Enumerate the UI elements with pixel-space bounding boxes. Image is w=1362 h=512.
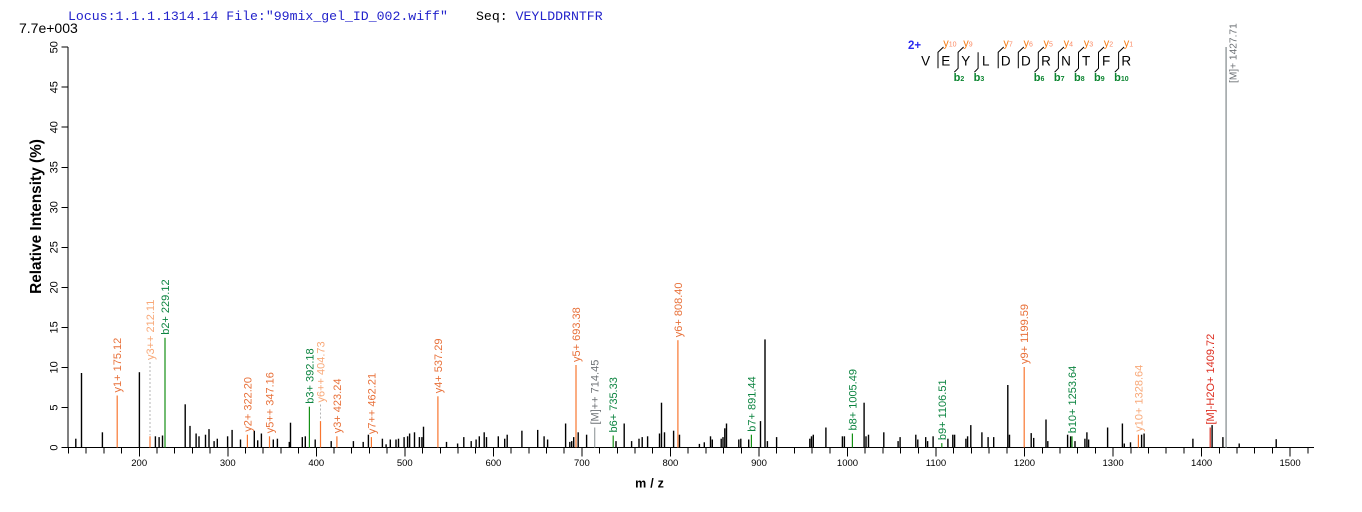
svg-text:y4+ 537.29: y4+ 537.29 bbox=[433, 339, 445, 394]
svg-text:y6+ 808.40: y6+ 808.40 bbox=[673, 282, 685, 337]
svg-text:[M]-H2O+ 1409.72: [M]-H2O+ 1409.72 bbox=[1205, 334, 1217, 425]
svg-text:b10+ 1253.64: b10+ 1253.64 bbox=[1067, 366, 1079, 434]
svg-text:20: 20 bbox=[48, 281, 60, 293]
svg-text:y7: y7 bbox=[1003, 38, 1013, 50]
svg-text:b9: b9 bbox=[1094, 72, 1105, 84]
svg-text:b3: b3 bbox=[974, 72, 985, 84]
svg-text:y2+ 322.20: y2+ 322.20 bbox=[242, 377, 254, 432]
svg-text:b6: b6 bbox=[1034, 72, 1045, 84]
svg-text:300: 300 bbox=[220, 458, 236, 469]
svg-text:1200: 1200 bbox=[1014, 458, 1035, 469]
svg-text:2+: 2+ bbox=[908, 40, 921, 52]
svg-text:500: 500 bbox=[397, 458, 413, 469]
svg-text:200: 200 bbox=[131, 458, 147, 469]
svg-text:V: V bbox=[921, 53, 930, 68]
svg-text:Locus:1.1.1.1314.14 File:"99mi: Locus:1.1.1.1314.14 File:"99mix_gel_ID_0… bbox=[68, 9, 448, 24]
svg-text:1000: 1000 bbox=[837, 458, 858, 469]
svg-text:y3+ 423.24: y3+ 423.24 bbox=[332, 379, 344, 434]
svg-text:b9+ 1106.51: b9+ 1106.51 bbox=[937, 379, 949, 440]
svg-text:35: 35 bbox=[48, 161, 60, 173]
svg-text:y3++ 212.11: y3++ 212.11 bbox=[145, 300, 157, 360]
svg-text:7.7e+003: 7.7e+003 bbox=[19, 20, 78, 36]
svg-text:700: 700 bbox=[574, 458, 590, 469]
svg-text:900: 900 bbox=[751, 458, 767, 469]
svg-text:50: 50 bbox=[48, 41, 60, 53]
svg-text:y5++ 347.16: y5++ 347.16 bbox=[265, 372, 277, 433]
svg-text:y5: y5 bbox=[1044, 38, 1054, 50]
svg-text:y6++ 404.73: y6++ 404.73 bbox=[316, 341, 328, 402]
svg-text:b8+ 1005.49: b8+ 1005.49 bbox=[847, 369, 859, 430]
svg-text:m/z: m/z bbox=[635, 477, 668, 491]
svg-text:45: 45 bbox=[48, 81, 60, 93]
svg-text:25: 25 bbox=[48, 241, 60, 253]
svg-text:D: D bbox=[1001, 53, 1011, 68]
svg-text:[M]++ 714.45: [M]++ 714.45 bbox=[590, 360, 602, 425]
svg-text:y3: y3 bbox=[1084, 38, 1094, 50]
svg-text:y7++ 462.21: y7++ 462.21 bbox=[366, 373, 378, 434]
svg-text:y1+ 175.12: y1+ 175.12 bbox=[112, 338, 124, 393]
svg-text:Y: Y bbox=[961, 53, 970, 68]
svg-text:1300: 1300 bbox=[1103, 458, 1124, 469]
svg-text:15: 15 bbox=[48, 321, 60, 333]
svg-text:b7: b7 bbox=[1054, 72, 1065, 84]
svg-text:R: R bbox=[1041, 53, 1051, 68]
svg-text:1400: 1400 bbox=[1191, 458, 1212, 469]
svg-text:D: D bbox=[1021, 53, 1031, 68]
svg-text:5: 5 bbox=[48, 404, 60, 410]
svg-text:400: 400 bbox=[308, 458, 324, 469]
svg-text:b8: b8 bbox=[1074, 72, 1085, 84]
svg-text:30: 30 bbox=[48, 201, 60, 213]
svg-text:1500: 1500 bbox=[1280, 458, 1301, 469]
svg-text:y10+ 1328.64: y10+ 1328.64 bbox=[1133, 365, 1145, 432]
svg-text:E: E bbox=[941, 53, 950, 68]
svg-text:[M]+ 1427.71: [M]+ 1427.71 bbox=[1229, 23, 1240, 83]
svg-text:0: 0 bbox=[48, 444, 60, 450]
svg-text:b3+ 392.18: b3+ 392.18 bbox=[304, 348, 316, 403]
svg-text:T: T bbox=[1082, 53, 1090, 68]
svg-text:y5+ 693.38: y5+ 693.38 bbox=[571, 307, 583, 362]
svg-text:Seq: VEYLDDRNTFR: Seq: VEYLDDRNTFR bbox=[476, 9, 603, 24]
svg-text:800: 800 bbox=[662, 458, 678, 469]
svg-text:Relative Intensity (%): Relative Intensity (%) bbox=[28, 139, 45, 294]
svg-text:y4: y4 bbox=[1064, 38, 1074, 50]
svg-text:10: 10 bbox=[48, 361, 60, 373]
svg-text:40: 40 bbox=[48, 121, 60, 133]
svg-text:y9+ 1199.59: y9+ 1199.59 bbox=[1019, 304, 1031, 364]
svg-text:b2: b2 bbox=[954, 72, 965, 84]
svg-text:1100: 1100 bbox=[926, 458, 946, 469]
svg-text:R: R bbox=[1121, 53, 1131, 68]
svg-text:y6: y6 bbox=[1024, 38, 1034, 50]
svg-text:b7+ 891.44: b7+ 891.44 bbox=[746, 376, 758, 431]
svg-text:F: F bbox=[1102, 53, 1110, 68]
svg-text:b6+ 735.33: b6+ 735.33 bbox=[608, 377, 620, 432]
svg-text:L: L bbox=[982, 53, 990, 68]
svg-text:b2+ 229.12: b2+ 229.12 bbox=[160, 279, 172, 334]
svg-text:y1: y1 bbox=[1124, 38, 1134, 50]
svg-text:y9: y9 bbox=[963, 38, 973, 50]
svg-text:N: N bbox=[1061, 53, 1071, 68]
svg-text:y2: y2 bbox=[1104, 38, 1114, 50]
svg-text:600: 600 bbox=[485, 458, 501, 469]
